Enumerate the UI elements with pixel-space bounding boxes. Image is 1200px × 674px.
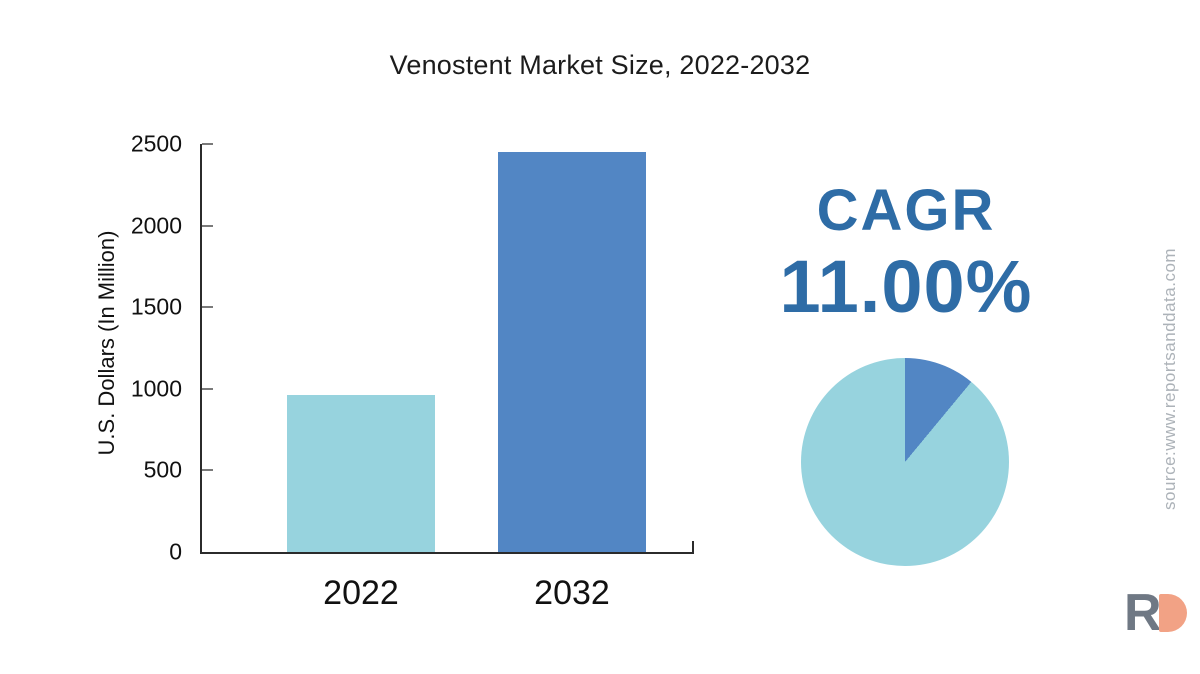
logo-letter-r: R [1124, 584, 1162, 642]
bar-2032 [498, 152, 646, 552]
cagr-label: CAGR [816, 178, 996, 243]
reports-and-data-logo: R [1124, 584, 1187, 642]
y-axis-tick [202, 224, 213, 227]
logo-letter-d-shape [1158, 594, 1187, 632]
y-axis-tick-label: 1000 [130, 375, 182, 402]
bar-chart-plot-area: 2022 2032 [200, 143, 694, 612]
source-watermark: source:www.reportsanddata.com [1160, 247, 1179, 510]
y-axis-tick [202, 306, 213, 309]
y-axis-tick [202, 143, 213, 145]
cagr-pie-chart [801, 358, 1009, 566]
y-axis-tick-label: 0 [169, 538, 182, 565]
x-axis-tick-label: 2032 [534, 574, 610, 612]
y-axis-tick-label: 500 [143, 456, 182, 483]
y-axis-tick [202, 387, 213, 390]
x-axis-tick-label: 2022 [323, 574, 399, 612]
y-axis-tick-labels: 0 500 1000 1500 2000 2500 [110, 131, 190, 565]
chart-title: Venostent Market Size, 2022-2032 [389, 50, 811, 80]
y-axis-tick-label: 2000 [130, 212, 182, 239]
cagr-value: 11.00% [779, 245, 1033, 328]
cagr-callout: CAGR 11.00% [780, 182, 1033, 324]
y-axis-tick [202, 469, 213, 472]
y-axis-tick-label: 2500 [130, 130, 182, 157]
x-axis-end-tick [692, 541, 694, 552]
y-axis-tick-label: 1500 [130, 293, 182, 320]
bar-2022 [287, 395, 435, 552]
